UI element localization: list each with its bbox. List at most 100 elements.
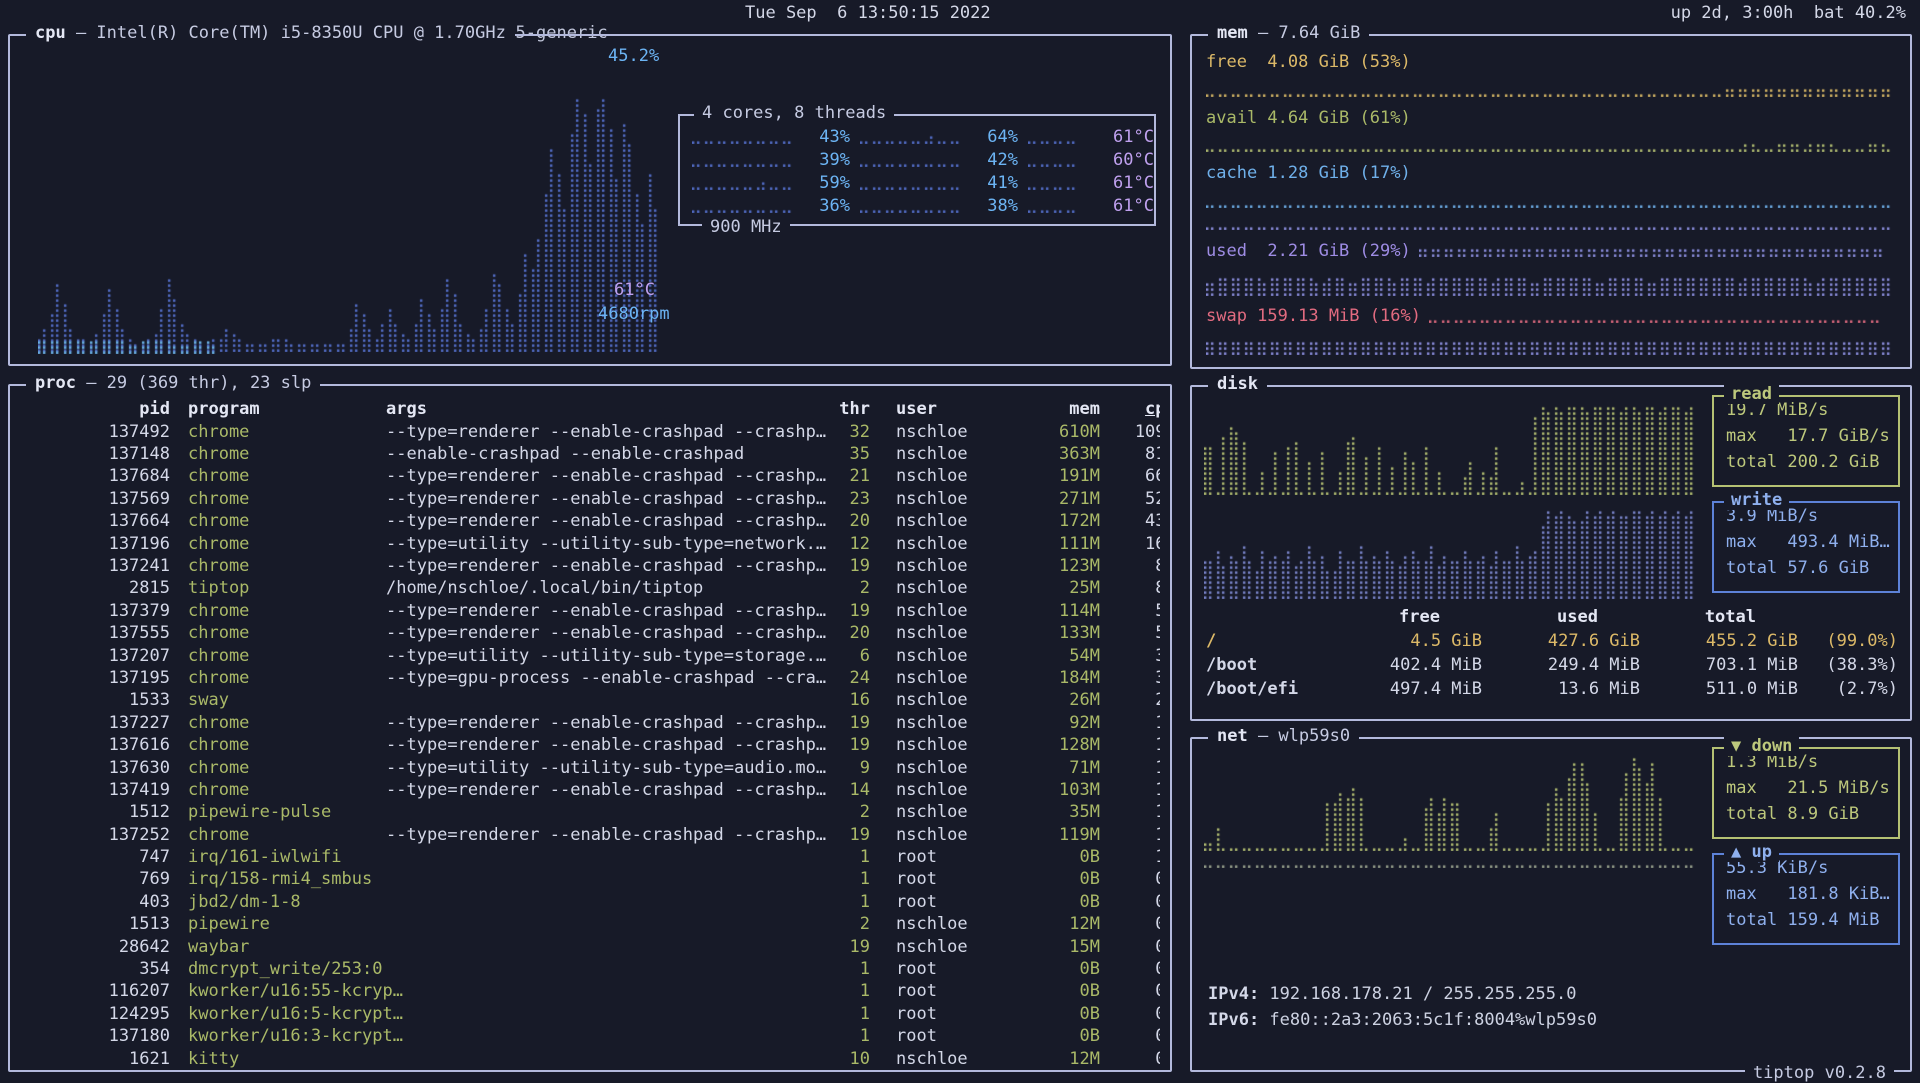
cell-cpu: 1.9 (1100, 712, 1160, 734)
cell-pid: 137569 (24, 488, 174, 510)
cell-cpu: 43.5 (1100, 510, 1160, 532)
cell-thr: 23 (816, 488, 870, 510)
cell-user: root (870, 868, 1002, 890)
mem-used-row: used 2.21 GiB (29%) (1206, 241, 1896, 261)
cell-program: chrome (174, 645, 386, 667)
disk-table-header: free used total (1206, 605, 1898, 629)
write-max: max 493.4 MiB… (1714, 529, 1898, 555)
cell-mem: 133M (1002, 622, 1100, 644)
cell-user: nschloe (870, 1048, 1002, 1070)
cell-pid: 354 (24, 958, 174, 980)
net-panel-title: net — wlp59s0 (1208, 726, 1359, 746)
cell-mem: 26M (1002, 689, 1100, 711)
write-box-title: write (1724, 490, 1789, 510)
cell-free: 497.4 MiB (1324, 677, 1482, 701)
cell-mem: 0B (1002, 1025, 1100, 1047)
down-box-title: ▼ down (1724, 736, 1799, 756)
cell-thr: 35 (816, 443, 870, 465)
proc-panel-title: proc — 29 (369 thr), 23 slp (26, 373, 320, 393)
cell-mem: 71M (1002, 757, 1100, 779)
cell-pid: 137616 (24, 734, 174, 756)
cell-total: 511.0 MiB (1640, 677, 1798, 701)
cpu-temperature: 61°C (614, 280, 655, 300)
cell-args: --type=renderer --enable-crashpad --cras… (386, 555, 816, 577)
cell-program: dmcrypt_write/253:0 (174, 958, 386, 980)
header-used: used (1482, 605, 1640, 629)
network-panel: net — wlp59s0 ▼ down 1.3 MiB/s max 21.5 … (1190, 737, 1912, 1072)
cell-args: --type=renderer --enable-crashpad --cras… (386, 510, 816, 532)
cell-pid: 1513 (24, 913, 174, 935)
cell-args: --type=utility --utility-sub-type=networ… (386, 533, 816, 555)
cell-pid: 137555 (24, 622, 174, 644)
core-temp-graph (1028, 152, 1086, 167)
net-up-box: ▲ up 55.3 KiB/s max 181.8 KiB… total 159… (1712, 853, 1900, 945)
cell-program: chrome (174, 443, 386, 465)
cell-name: /boot (1206, 653, 1324, 677)
core-load: 64% (972, 127, 1022, 147)
cell-mem: 103M (1002, 779, 1100, 801)
header-pid: pid (24, 398, 174, 420)
cell-args (386, 801, 816, 823)
cell-args (386, 980, 816, 1002)
cell-pid: 137379 (24, 600, 174, 622)
cell-cpu: 3.7 (1100, 645, 1160, 667)
cell-pid: 137227 (24, 712, 174, 734)
cell-cpu: 1.7 (1100, 734, 1160, 756)
cell-used: 427.6 GiB (1482, 629, 1640, 653)
cell-program: chrome (174, 667, 386, 689)
cell-user: nschloe (870, 488, 1002, 510)
cell-mem: 12M (1002, 913, 1100, 935)
core-temp: 61°C (1092, 173, 1154, 193)
mem-cache-graph (1206, 195, 1896, 208)
header-program: program (174, 398, 386, 420)
cell-mem: 15M (1002, 936, 1100, 958)
down-max: max 21.5 MiB/s (1714, 775, 1898, 801)
core-row: 39%42%60°C (692, 148, 1144, 171)
cell-cpu: 5.1 (1100, 622, 1160, 644)
cores-box-title: 4 cores, 8 threads (694, 103, 894, 123)
fan-history-graph (38, 326, 228, 354)
down-total: total 8.9 GiB (1714, 801, 1898, 827)
cell-mem: 0B (1002, 846, 1100, 868)
cell-mem: 610M (1002, 421, 1100, 443)
core-temp: 61°C (1092, 127, 1154, 147)
cell-cpu: 0.5 (1100, 980, 1160, 1002)
cpu-frequency: 900 MHz (702, 217, 790, 237)
proc-table-header: pid program args thr user mem cpu% (24, 398, 1160, 420)
cell-pid: 137148 (24, 443, 174, 465)
cell-mem: 0B (1002, 958, 1100, 980)
cell-cpu: 1.0 (1100, 846, 1160, 868)
read-box-title: read (1724, 384, 1779, 404)
cell-program: chrome (174, 533, 386, 555)
mem-used-graph-top (1206, 219, 1896, 230)
cell-user: nschloe (870, 779, 1002, 801)
cell-program: irq/161-iwlwifi (174, 846, 386, 868)
core-thread2-graph (860, 175, 966, 190)
cell-user: root (870, 980, 1002, 1002)
core-load: 36% (804, 196, 854, 216)
cell-thr: 16 (816, 689, 870, 711)
core-load: 41% (972, 173, 1022, 193)
cell-cpu: 5.2 (1100, 600, 1160, 622)
cell-args: --type=renderer --enable-crashpad --cras… (386, 465, 816, 487)
cell-pid: 137180 (24, 1025, 174, 1047)
cell-args (386, 1025, 816, 1047)
cpu-panel: cpu — Intel(R) Core(TM) i5-8350U CPU @ 1… (8, 34, 1172, 366)
cell-user: nschloe (870, 801, 1002, 823)
cell-mem: 172M (1002, 510, 1100, 532)
mem-avail-label: avail 4.64 GiB (61%) (1206, 108, 1896, 129)
disk-panel: disk read 19.7 MiB/s max 17.7 GiB/s tota… (1190, 385, 1912, 720)
cell-program: chrome (174, 555, 386, 577)
